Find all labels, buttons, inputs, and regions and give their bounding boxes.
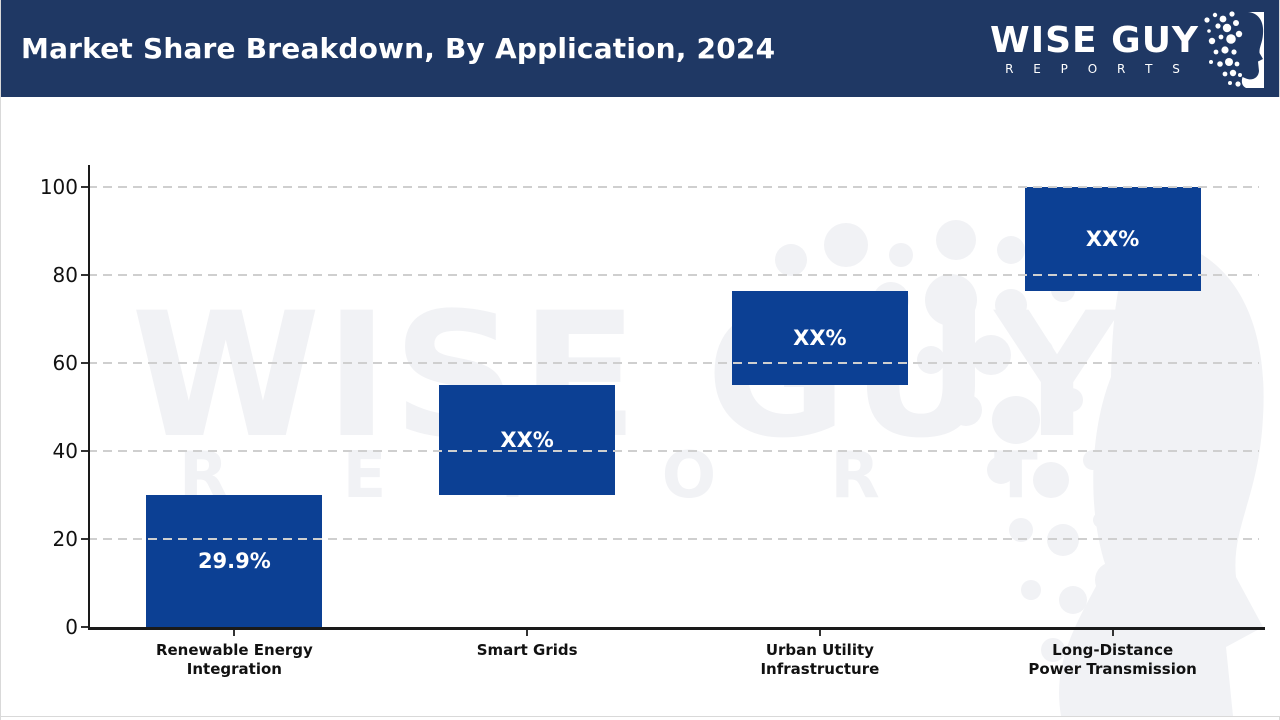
- watermark-face-dots-icon: [763, 220, 1264, 716]
- bar-value-label: 29.9%: [197, 549, 271, 574]
- y-tick-mark: [81, 362, 88, 364]
- gridline: [88, 274, 1259, 276]
- bar: [1024, 187, 1201, 291]
- y-tick-label: 80: [52, 263, 78, 287]
- y-axis-line: [88, 165, 90, 629]
- y-tick-mark: [81, 626, 88, 628]
- bar: [146, 495, 323, 627]
- chart-title: Market Share Breakdown, By Application, …: [21, 32, 776, 65]
- wiseguy-face-icon: [1204, 10, 1264, 88]
- logo-subtext: R E P O R T S: [1005, 61, 1188, 76]
- y-tick-mark: [81, 450, 88, 452]
- x-tick-label: Smart Grids: [476, 641, 578, 659]
- x-tick-mark: [233, 630, 236, 636]
- logo-wordmark: WISE GUY: [989, 19, 1199, 61]
- x-tick-label: Long-Distance: [1052, 641, 1174, 659]
- x-tick-mark: [1111, 630, 1114, 636]
- x-tick-mark: [818, 630, 821, 636]
- y-tick-label: 20: [52, 527, 78, 551]
- x-tick-label: Infrastructure: [760, 660, 880, 678]
- chart-area: WISE GUY R E P O R T S 0 20 40 60 80: [1, 97, 1280, 716]
- x-tick-label: Power Transmission: [1028, 660, 1197, 678]
- x-tick-label: Urban Utility: [765, 641, 874, 659]
- wiseguy-logo: WISE GUY R E P O R T S: [990, 10, 1265, 88]
- y-tick-label: 40: [52, 439, 78, 463]
- y-tick-label: 0: [65, 615, 78, 639]
- wiseguy-logo-text: WISE GUY R E P O R T S: [989, 19, 1199, 76]
- y-tick-label: 100: [39, 175, 78, 199]
- x-tick-label: Integration: [186, 660, 282, 678]
- header: Market Share Breakdown, By Application, …: [1, 0, 1279, 97]
- x-tick-mark: [526, 630, 529, 636]
- gridline: [88, 450, 1259, 452]
- y-tick-mark: [81, 274, 88, 276]
- gridline: [88, 538, 1259, 540]
- x-axis-line: [88, 627, 1265, 630]
- bar-value-label: XX%: [793, 325, 847, 350]
- x-tick-label: Renewable Energy: [155, 641, 313, 659]
- y-tick-mark: [81, 186, 88, 188]
- bar-value-label: XX%: [500, 428, 554, 453]
- gridline: [88, 186, 1259, 188]
- bottom-divider: [1, 716, 1280, 717]
- gridline: [88, 362, 1259, 364]
- bar-value-label: XX%: [1085, 226, 1140, 251]
- y-tick-mark: [81, 538, 88, 540]
- bar: [731, 290, 908, 385]
- y-tick-label: 60: [52, 351, 78, 375]
- bar: [439, 385, 616, 496]
